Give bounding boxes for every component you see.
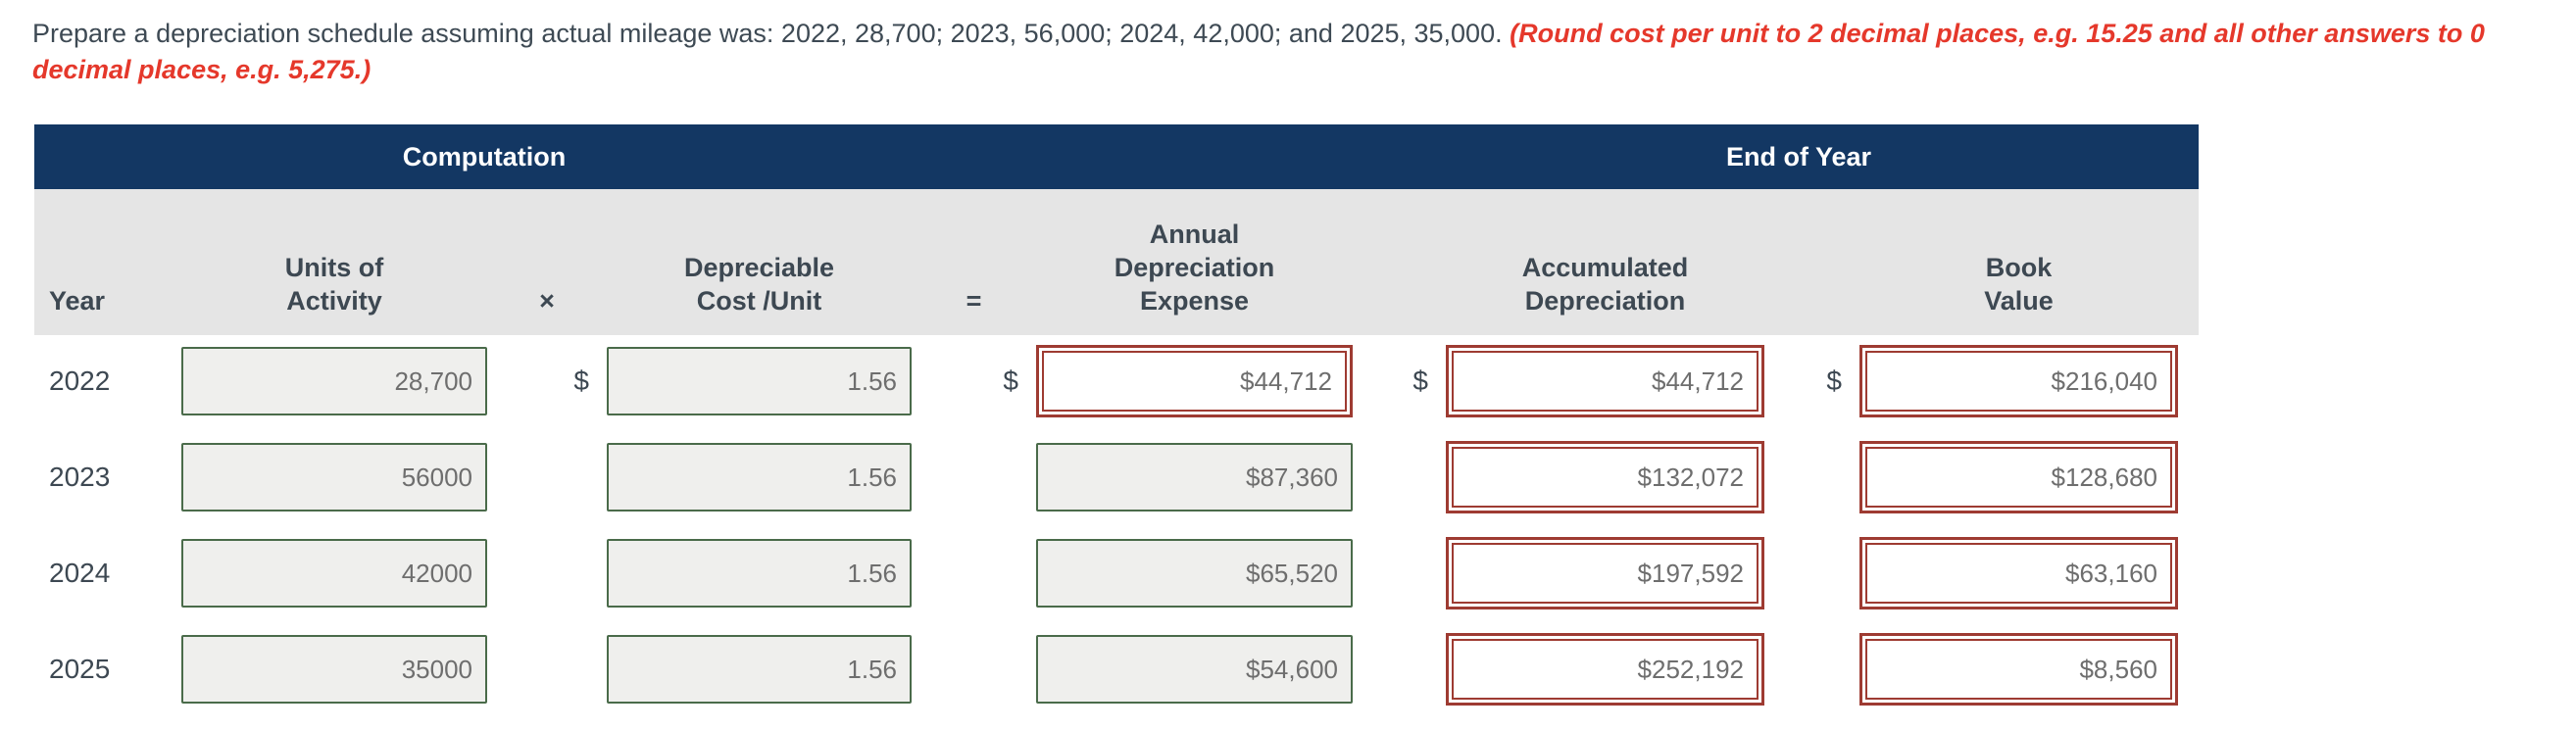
accumulated-depreciation-input-2023[interactable]: $132,072 bbox=[1446, 441, 1764, 513]
units-of-activity-input-2022[interactable]: 28,700 bbox=[181, 347, 487, 415]
annual-depreciation-expense-input-2025[interactable]: $54,600 bbox=[1036, 635, 1353, 704]
depreciable-cost-unit-input-2022[interactable]: 1.56 bbox=[607, 347, 912, 415]
depreciable-cost-unit-input-2025[interactable]: 1.56 bbox=[607, 635, 912, 704]
dollar-sign: $ bbox=[1412, 366, 1428, 396]
book-value-value: $8,560 bbox=[1865, 639, 2172, 700]
multiply-sign: × bbox=[539, 286, 555, 316]
table-row-2025: 2025 35000 1.56 $54,600 $252,192 $8,560 bbox=[34, 633, 2199, 706]
book-value-value: $63,160 bbox=[1865, 543, 2172, 604]
depreciable-cost-unit-value: 1.56 bbox=[847, 654, 897, 684]
instruction-text: Prepare a depreciation schedule assuming… bbox=[32, 16, 2544, 88]
book-value-input-2023[interactable]: $128,680 bbox=[1859, 441, 2178, 513]
annual-depreciation-expense-value: $87,360 bbox=[1246, 462, 1338, 492]
accumulated-depreciation-value: $252,192 bbox=[1452, 639, 1759, 700]
annual-depreciation-expense-input-2022[interactable]: $44,712 bbox=[1036, 345, 1353, 417]
column-header-depreciable-cost-unit: Depreciable Cost /Unit bbox=[683, 253, 835, 316]
equals-sign: = bbox=[966, 286, 982, 316]
book-value-input-2024[interactable]: $63,160 bbox=[1859, 537, 2178, 609]
annual-depreciation-expense-input-2023[interactable]: $87,360 bbox=[1036, 443, 1353, 512]
annual-depreciation-expense-input-2024[interactable]: $65,520 bbox=[1036, 539, 1353, 608]
accumulated-depreciation-value: $197,592 bbox=[1452, 543, 1759, 604]
annual-depreciation-expense-value: $65,520 bbox=[1246, 558, 1338, 588]
instruction-normal: Prepare a depreciation schedule assuming… bbox=[32, 19, 1511, 48]
dollar-sign: $ bbox=[1826, 366, 1842, 396]
annual-depreciation-expense-value: $44,712 bbox=[1042, 351, 1347, 412]
accumulated-depreciation-input-2024[interactable]: $197,592 bbox=[1446, 537, 1764, 609]
year-label: 2025 bbox=[49, 654, 111, 684]
annual-depreciation-expense-value: $54,600 bbox=[1246, 654, 1338, 684]
table-row-2023: 2023 56000 1.56 $87,360 $132,072 $128,68… bbox=[34, 441, 2199, 513]
units-of-activity-value: 56000 bbox=[401, 462, 472, 492]
depreciable-cost-unit-value: 1.56 bbox=[847, 462, 897, 492]
column-header-row: Year Units of Activity × Depreciable Cos… bbox=[34, 189, 2199, 335]
table-body: 2022 28,700 $ 1.56 $ $44,712 $ $44,712 $… bbox=[34, 335, 2199, 706]
units-of-activity-input-2023[interactable]: 56000 bbox=[181, 443, 487, 512]
column-header-units-of-activity: Units of Activity bbox=[284, 253, 384, 316]
year-label: 2024 bbox=[49, 558, 111, 588]
group-header-row: Computation End of Year bbox=[34, 124, 2199, 189]
units-of-activity-input-2024[interactable]: 42000 bbox=[181, 539, 487, 608]
instruction-rounding-note: (Round cost per unit to 2 decimal places… bbox=[32, 19, 2485, 84]
year-label: 2023 bbox=[49, 462, 111, 492]
group-header-end-of-year: End of Year bbox=[1725, 141, 1872, 171]
depreciable-cost-unit-value: 1.56 bbox=[847, 366, 897, 396]
dollar-sign: $ bbox=[573, 366, 589, 396]
accumulated-depreciation-input-2022[interactable]: $44,712 bbox=[1446, 345, 1764, 417]
book-value-value: $128,680 bbox=[1865, 447, 2172, 508]
book-value-input-2025[interactable]: $8,560 bbox=[1859, 633, 2178, 706]
column-header-accumulated-depreciation: Accumulated Depreciation bbox=[1521, 253, 1689, 316]
accumulated-depreciation-value: $44,712 bbox=[1452, 351, 1759, 412]
year-label: 2022 bbox=[49, 366, 111, 396]
column-header-annual-depreciation-expense: Annual Depreciation Expense bbox=[1114, 219, 1275, 316]
depreciation-schedule-table: Computation End of Year Year Units of Ac… bbox=[34, 124, 2199, 706]
column-header-year: Year bbox=[49, 286, 106, 316]
depreciable-cost-unit-input-2023[interactable]: 1.56 bbox=[607, 443, 912, 512]
accumulated-depreciation-input-2025[interactable]: $252,192 bbox=[1446, 633, 1764, 706]
units-of-activity-value: 35000 bbox=[401, 654, 472, 684]
depreciable-cost-unit-input-2024[interactable]: 1.56 bbox=[607, 539, 912, 608]
book-value-value: $216,040 bbox=[1865, 351, 2172, 412]
dollar-sign: $ bbox=[1003, 366, 1018, 396]
accumulated-depreciation-value: $132,072 bbox=[1452, 447, 1759, 508]
units-of-activity-input-2025[interactable]: 35000 bbox=[181, 635, 487, 704]
table-row-2024: 2024 42000 1.56 $65,520 $197,592 $63,160 bbox=[34, 537, 2199, 609]
units-of-activity-value: 42000 bbox=[401, 558, 472, 588]
depreciable-cost-unit-value: 1.56 bbox=[847, 558, 897, 588]
group-header-computation: Computation bbox=[402, 141, 567, 171]
table-row-2022: 2022 28,700 $ 1.56 $ $44,712 $ $44,712 $… bbox=[34, 345, 2199, 417]
column-header-book-value: Book Value bbox=[1984, 253, 2054, 316]
book-value-input-2022[interactable]: $216,040 bbox=[1859, 345, 2178, 417]
units-of-activity-value: 28,700 bbox=[394, 366, 472, 396]
